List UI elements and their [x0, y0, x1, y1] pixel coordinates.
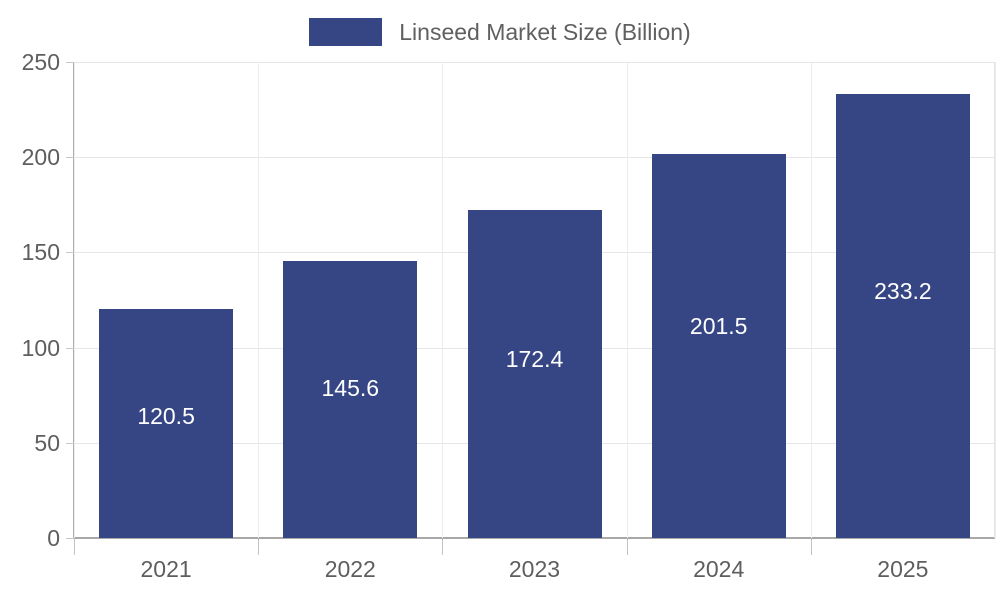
legend-item-linseed[interactable]: Linseed Market Size (Billion)	[309, 18, 691, 46]
category-separator	[810, 62, 812, 538]
category-separator	[995, 62, 996, 538]
category-separator	[442, 62, 444, 538]
bar[interactable]	[283, 260, 418, 538]
plot-area: 120.5 145.6 172.4 201.5 233.2	[74, 62, 996, 538]
x-tick-mark	[626, 539, 628, 555]
plot-border-right	[994, 62, 995, 538]
y-tick-label: 100	[21, 334, 60, 361]
x-tick-label: 2021	[140, 556, 192, 582]
x-tick-mark	[74, 539, 75, 555]
category-separator	[626, 62, 628, 538]
bar[interactable]	[467, 209, 602, 538]
bar[interactable]	[835, 93, 970, 538]
y-tick-mark	[66, 157, 74, 159]
y-tick-label: 200	[21, 144, 60, 171]
bar[interactable]	[99, 308, 234, 538]
y-tick-mark	[66, 347, 74, 349]
x-tick-label: 2022	[324, 556, 376, 582]
category-separator	[74, 62, 75, 538]
x-tick-label: 2025	[877, 556, 929, 582]
bar[interactable]	[651, 154, 786, 538]
y-tick-mark	[66, 62, 74, 63]
x-tick-label: 2023	[508, 556, 561, 582]
gridline	[74, 62, 995, 63]
y-tick-label: 250	[21, 49, 60, 75]
y-tick-mark	[66, 252, 74, 254]
x-tick-label: 2024	[693, 556, 745, 582]
x-axis-line	[74, 537, 995, 539]
legend-item-label: Linseed Market Size (Billion)	[399, 18, 691, 45]
x-tick-mark	[442, 539, 444, 555]
x-tick-mark	[258, 539, 260, 555]
y-tick-label: 150	[21, 239, 60, 266]
category-separator	[258, 62, 260, 538]
y-tick-mark	[66, 538, 74, 539]
y-tick-label: 0	[47, 525, 60, 551]
y-tick-mark	[66, 442, 74, 444]
chart-legend: Linseed Market Size (Billion)	[0, 12, 1000, 52]
legend-swatch-icon	[309, 18, 383, 46]
y-tick-label: 50	[34, 429, 60, 456]
x-tick-mark	[810, 539, 812, 555]
gridline	[74, 157, 995, 159]
